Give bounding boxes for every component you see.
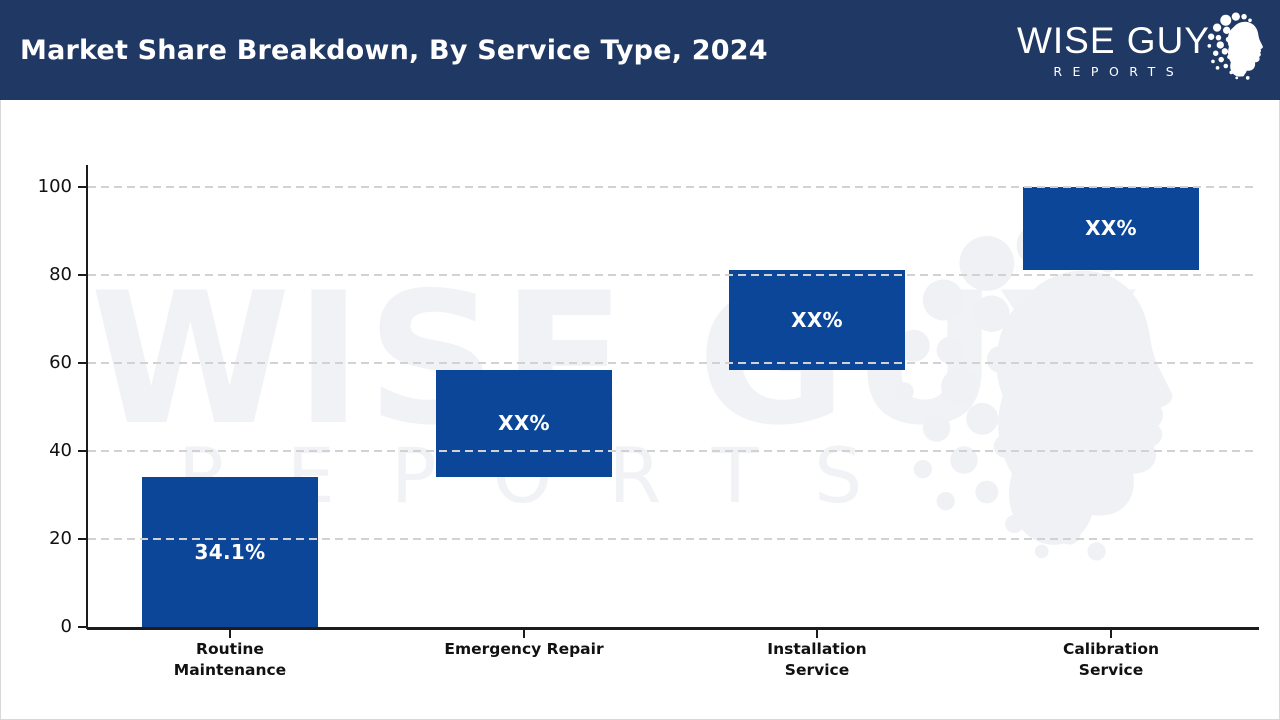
bar-emergency-repair: XX%	[436, 370, 612, 477]
gridline-y-40	[88, 450, 1258, 452]
x-tick-mark	[229, 630, 231, 638]
y-tick-mark	[78, 362, 86, 364]
y-tick-label: 20	[49, 528, 72, 549]
bar-value-label: 34.1%	[194, 539, 266, 564]
category-label-line: Calibration	[1062, 640, 1160, 658]
category-label-line: Installation	[767, 640, 867, 658]
header-bar: Market Share Breakdown, By Service Type,…	[0, 0, 1280, 100]
y-axis-line	[86, 165, 88, 629]
bar-routine-maintenance: 34.1%	[142, 476, 318, 627]
category-label-line: Maintenance	[173, 661, 287, 679]
x-axis-line	[87, 627, 1259, 630]
gridline-y-100	[88, 186, 1258, 188]
gridline-y-80	[88, 274, 1258, 276]
logo-face-icon	[1207, 12, 1263, 80]
y-tick-label: 100	[37, 176, 72, 197]
gridline-y-20	[88, 538, 1258, 540]
logo-wiseguy-text: WISE GUY	[1016, 19, 1210, 61]
bar-calibration-service: XX%	[1023, 187, 1199, 270]
x-tick-mark	[816, 630, 818, 638]
bar-value-label: XX%	[1085, 216, 1137, 241]
gridline-y-60	[88, 362, 1258, 364]
category-label-emergency-repair: Emergency Repair	[404, 639, 644, 660]
y-tick-mark	[78, 538, 86, 540]
x-tick-mark	[1110, 630, 1112, 638]
y-tick-mark	[78, 450, 86, 452]
category-label-line: Service	[1078, 661, 1144, 679]
category-label-routine-maintenance: Routine Maintenance	[110, 639, 350, 681]
category-label-installation-service: Installation Service	[697, 639, 937, 681]
bar-installation-service: XX%	[729, 269, 905, 371]
page-title: Market Share Breakdown, By Service Type,…	[20, 34, 768, 66]
x-tick-mark	[523, 630, 525, 638]
y-tick-label: 40	[49, 440, 72, 461]
y-tick-label: 60	[49, 352, 72, 373]
y-tick-mark	[78, 186, 86, 188]
category-label-line: Service	[784, 661, 850, 679]
y-tick-mark	[78, 274, 86, 276]
y-tick-label: 0	[60, 616, 72, 637]
bar-value-label: XX%	[791, 307, 843, 332]
logo-reports-text: REPORTS	[1053, 63, 1185, 79]
y-tick-label: 80	[49, 264, 72, 285]
wise-guy-logo: WISE GUY REPORTS	[1017, 8, 1266, 92]
category-label-calibration-service: Calibration Service	[991, 639, 1231, 681]
category-label-line: Routine	[196, 640, 264, 658]
bar-value-label: XX%	[498, 411, 550, 436]
category-label-line: Emergency Repair	[444, 640, 604, 658]
y-tick-mark	[78, 626, 86, 628]
logo-text: WISE GUY REPORTS	[1017, 22, 1210, 79]
